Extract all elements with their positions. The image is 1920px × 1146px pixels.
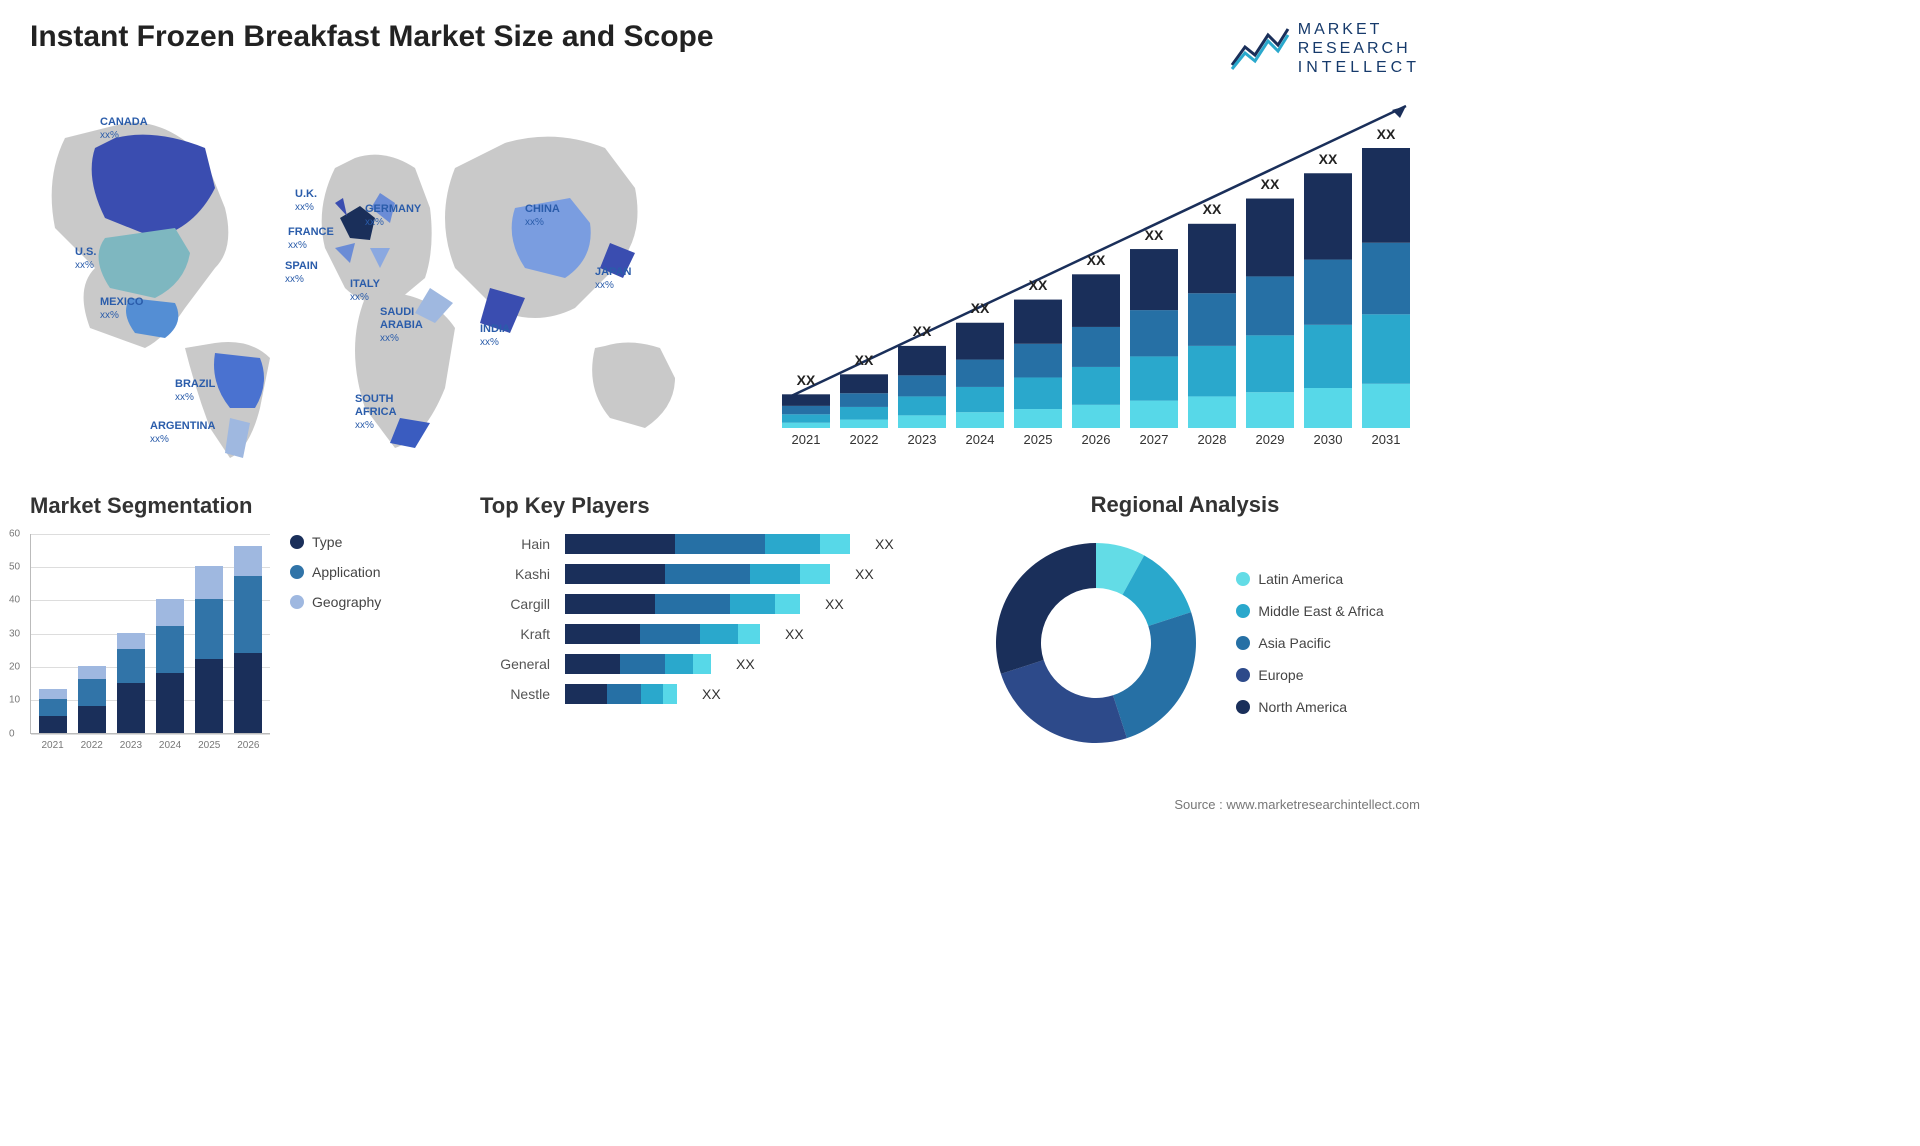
map-label-mexico: MEXICOxx% (100, 296, 143, 322)
forecast-bar-label: XX (1362, 126, 1410, 142)
logo: MARKET RESEARCH INTELLECT (1230, 20, 1420, 78)
regional-donut (986, 533, 1206, 753)
region-legend-item: Europe (1236, 667, 1383, 683)
forecast-bar-label: XX (1188, 201, 1236, 217)
region-legend-item: Middle East & Africa (1236, 603, 1383, 619)
forecast-bar-label: XX (956, 300, 1004, 316)
forecast-year-label: 2025 (1014, 432, 1062, 447)
forecast-year-label: 2021 (782, 432, 830, 447)
segmentation-legend: Type Application Geography (290, 534, 381, 734)
map-label-japan: JAPANxx% (595, 266, 631, 292)
forecast-bar-label: XX (1072, 252, 1120, 268)
map-label-india: INDIAxx% (480, 323, 510, 349)
logo-text: MARKET RESEARCH INTELLECT (1298, 20, 1420, 78)
bottom-row: Market Segmentation 01020304050602021202… (30, 493, 1420, 753)
player-row: KashiXX (480, 564, 920, 584)
map-label-italy: ITALYxx% (350, 278, 380, 304)
map-label-france: FRANCExx% (288, 226, 334, 252)
forecast-year-label: 2022 (840, 432, 888, 447)
source-label: Source : www.marketresearchintellect.com (1174, 797, 1420, 812)
player-row: GeneralXX (480, 654, 920, 674)
map-label-canada: CANADAxx% (100, 116, 148, 142)
map-label-china: CHINAxx% (525, 203, 560, 229)
forecast-year-label: 2027 (1130, 432, 1178, 447)
page-title: Instant Frozen Breakfast Market Size and… (30, 20, 714, 54)
forecast-year-label: 2030 (1304, 432, 1352, 447)
regional-title: Regional Analysis (950, 492, 1420, 518)
world-map-panel: CANADAxx% U.S.xx% MEXICOxx% BRAZILxx% ARGENT… (30, 88, 740, 468)
forecast-year-label: 2028 (1188, 432, 1236, 447)
players-title: Top Key Players (480, 493, 920, 519)
map-label-us: U.S.xx% (75, 246, 96, 272)
forecast-bar-label: XX (1014, 277, 1062, 293)
region-legend-item: Asia Pacific (1236, 635, 1383, 651)
segmentation-panel: Market Segmentation 01020304050602021202… (30, 493, 450, 753)
forecast-bar-label: XX (1246, 176, 1294, 192)
segmentation-title: Market Segmentation (30, 493, 450, 519)
player-row: CargillXX (480, 594, 920, 614)
seg-legend-item: Type (290, 534, 381, 550)
seg-legend-item: Geography (290, 594, 381, 610)
regional-legend: Latin America Middle East & Africa Asia Pa… (1236, 571, 1383, 715)
forecast-year-label: 2031 (1362, 432, 1410, 447)
map-label-germany: GERMANYxx% (365, 203, 421, 229)
map-label-saudiarabia: SAUDIARABIAxx% (380, 306, 423, 346)
map-label-spain: SPAINxx% (285, 260, 318, 286)
logo-icon (1230, 25, 1290, 73)
forecast-bar-label: XX (782, 372, 830, 388)
region-legend-item: North America (1236, 699, 1383, 715)
forecast-bar-label: XX (898, 323, 946, 339)
logo-line2: RESEARCH (1298, 39, 1420, 58)
forecast-year-label: 2024 (956, 432, 1004, 447)
player-row: KraftXX (480, 624, 920, 644)
map-label-uk: U.K.xx% (295, 188, 317, 214)
header: Instant Frozen Breakfast Market Size and… (30, 20, 1420, 78)
regional-panel: Regional Analysis Latin America Middle Ea… (950, 493, 1420, 753)
players-list: HainXX KashiXX CargillXX KraftXX GeneralXX Ne… (480, 534, 920, 704)
player-row: HainXX (480, 534, 920, 554)
forecast-bar-label: XX (1130, 227, 1178, 243)
map-label-argentina: ARGENTINAxx% (150, 420, 215, 446)
forecast-year-label: 2023 (898, 432, 946, 447)
top-row: CANADAxx% U.S.xx% MEXICOxx% BRAZILxx% ARGENT… (30, 88, 1420, 468)
forecast-year-label: 2029 (1246, 432, 1294, 447)
region-legend-item: Latin America (1236, 571, 1383, 587)
forecast-bar-label: XX (840, 352, 888, 368)
logo-line1: MARKET (1298, 20, 1420, 39)
segmentation-chart: 0102030405060202120222023202420252026 (30, 534, 270, 734)
seg-legend-item: Application (290, 564, 381, 580)
forecast-bar-label: XX (1304, 151, 1352, 167)
map-label-brazil: BRAZILxx% (175, 378, 215, 404)
players-panel: Top Key Players HainXX KashiXX CargillXX Kr… (480, 493, 920, 753)
logo-line3: INTELLECT (1298, 58, 1420, 77)
forecast-chart: XX 2021 XX 2022 XX 2023 XX 2024 XX 2025 XX 2026 XX 20… (770, 88, 1420, 468)
player-row: NestleXX (480, 684, 920, 704)
map-label-southafrica: SOUTHAFRICAxx% (355, 393, 397, 433)
forecast-year-label: 2026 (1072, 432, 1120, 447)
